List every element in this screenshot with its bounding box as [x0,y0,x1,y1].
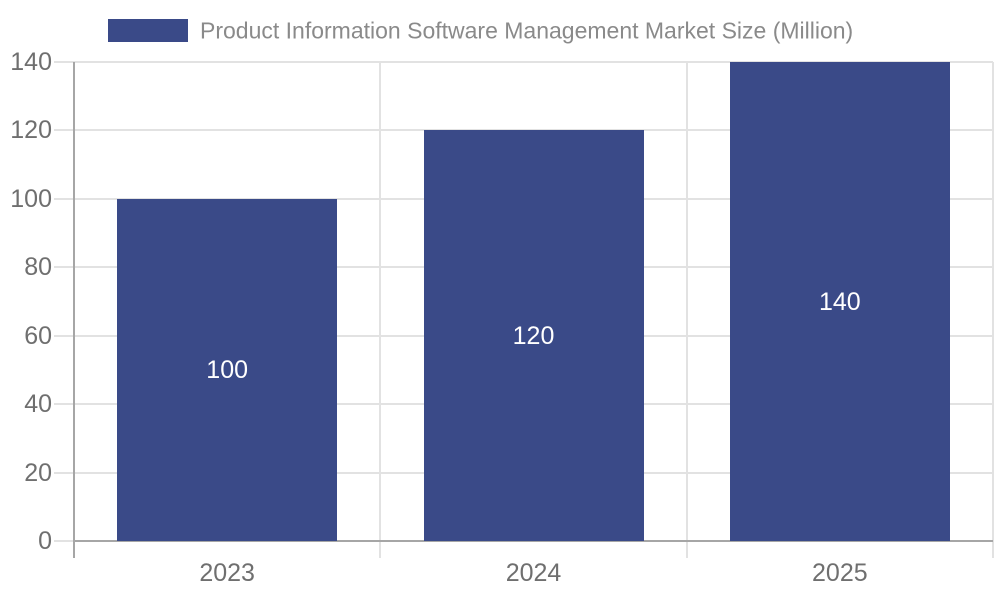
chart-title: Product Information Software Management … [200,17,854,44]
bar-value-label: 100 [206,355,249,384]
y-tick-mark [54,471,74,474]
y-gridline [74,61,993,63]
y-axis-label: 140 [10,48,52,76]
x-axis-label: 2024 [505,559,562,587]
y-tick-mark [54,129,74,132]
x-axis-label: 2023 [199,559,255,587]
category-boundary-gridline [685,62,688,558]
bar-value-label: 140 [818,287,861,316]
y-axis-label: 0 [38,527,52,555]
y-axis-label: 100 [10,184,52,213]
y-tick-mark [54,334,74,337]
x-axis-label: 2025 [812,559,868,587]
y-tick-mark [54,403,74,406]
y-axis-label: 40 [24,390,52,419]
legend-swatch [108,19,188,42]
y-axis-label: 120 [10,116,52,145]
y-axis-label: 60 [24,321,52,350]
y-axis-label: 80 [24,253,52,282]
y-tick-mark [54,197,74,200]
y-axis-line [73,62,75,558]
x-axis-line [74,540,993,542]
y-tick-mark [54,266,74,269]
y-tick-mark [54,61,74,63]
bar [423,130,644,541]
category-boundary-gridline [992,62,994,558]
y-axis-label: 20 [24,458,52,487]
y-tick-mark [54,540,74,542]
bar-value-label: 120 [512,321,555,350]
bar [729,62,950,541]
category-boundary-gridline [379,62,382,558]
bar [117,198,338,541]
